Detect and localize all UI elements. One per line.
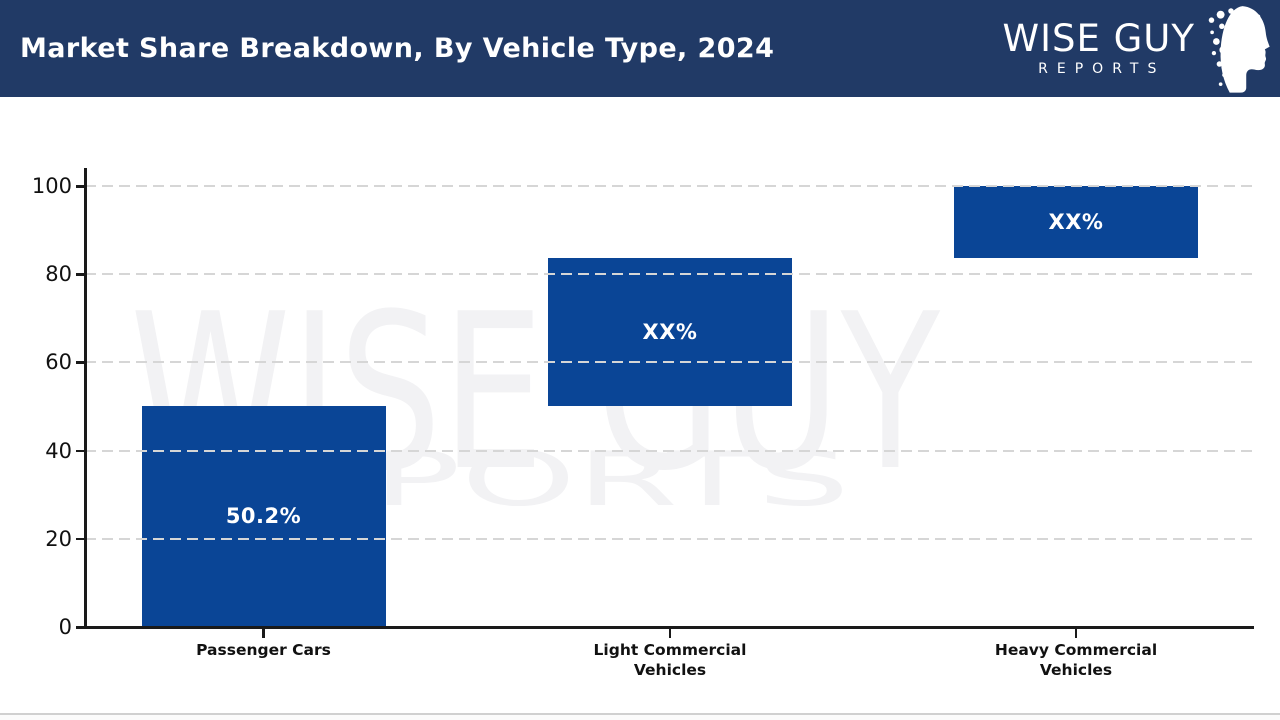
y-tick-label-40: 40 xyxy=(45,438,72,463)
bar-value-label-heavy-commercial-vehicles: XX% xyxy=(1048,210,1104,235)
y-tick-label-20: 20 xyxy=(45,526,72,551)
x-label-light-commercial-vehicles: Light Commercial Vehicles xyxy=(593,641,747,679)
x-label-passenger-cars: Passenger Cars xyxy=(196,641,331,659)
brand-name: WISE GUY xyxy=(1002,17,1195,60)
bar-value-label-light-commercial-vehicles: XX% xyxy=(642,319,698,344)
bar-passenger-cars: 50.2% xyxy=(141,405,386,627)
bar-heavy-commercial-vehicles: XX% xyxy=(954,186,1198,259)
bar-light-commercial-vehicles: XX% xyxy=(548,258,792,406)
y-tick-80 xyxy=(76,273,85,276)
y-tick-0 xyxy=(76,626,85,629)
y-tick-label-80: 80 xyxy=(45,262,72,287)
y-tick-label-60: 60 xyxy=(45,350,72,375)
x-tick-light-commercial-vehicles xyxy=(668,629,672,638)
x-axis xyxy=(84,626,1254,629)
brand-wordmark: WISE GUY REPORTS xyxy=(1003,17,1195,77)
y-tick-label-100: 100 xyxy=(31,174,72,198)
gridline-100 xyxy=(85,185,1253,187)
brand-logo: WISE GUY REPORTS xyxy=(1003,0,1270,97)
y-tick-40 xyxy=(76,449,85,453)
brand-subtitle: REPORTS xyxy=(1038,61,1166,77)
gridline-20 xyxy=(85,537,1253,540)
x-label-heavy-commercial-vehicles: Heavy Commercial Vehicles xyxy=(994,641,1158,679)
footer-divider xyxy=(0,713,1280,715)
page-title: Market Share Breakdown, By Vehicle Type,… xyxy=(20,33,775,64)
y-tick-100 xyxy=(76,185,85,188)
gridline-40 xyxy=(85,449,1253,452)
x-tick-passenger-cars xyxy=(262,629,265,638)
bar-value-label-passenger-cars: 50.2% xyxy=(225,504,302,529)
header-bar: Market Share Breakdown, By Vehicle Type,… xyxy=(0,0,1280,97)
footer-margin xyxy=(0,715,1280,720)
y-tick-20 xyxy=(76,537,85,541)
x-tick-heavy-commercial-vehicles xyxy=(1074,629,1078,638)
y-tick-60 xyxy=(76,361,85,364)
y-axis xyxy=(84,168,87,629)
waterfall-chart: WISE GUY REPORTS 0 20 40 60 80 100 50.2% Passen… xyxy=(0,97,1280,714)
brand-head-icon xyxy=(1206,4,1270,93)
gridline-60 xyxy=(85,361,1253,364)
gridline-80 xyxy=(85,273,1253,276)
y-tick-label-0: 0 xyxy=(58,615,72,639)
